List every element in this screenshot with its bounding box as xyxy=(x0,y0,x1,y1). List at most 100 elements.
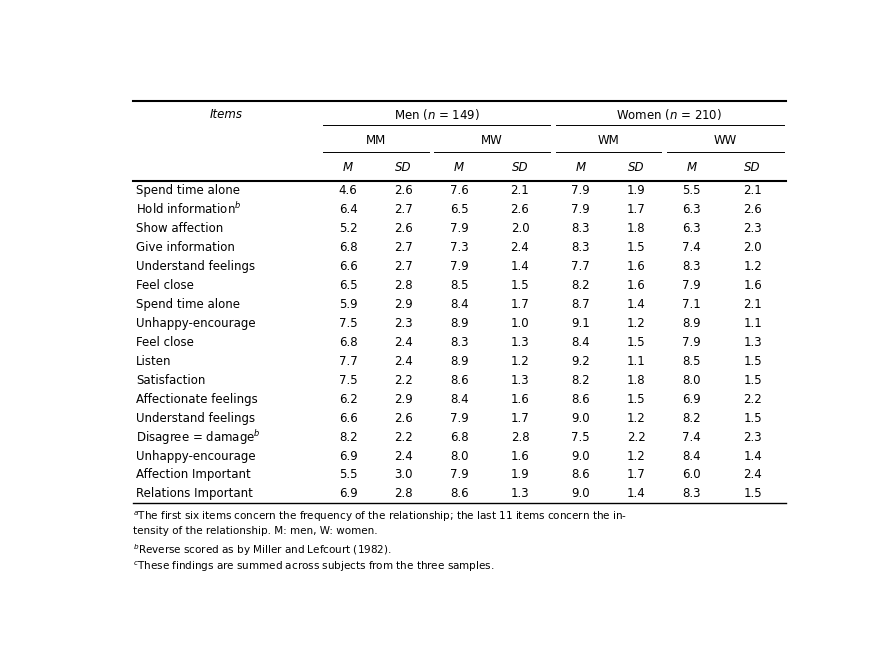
Text: 1.0: 1.0 xyxy=(511,317,530,330)
Text: Women ($n$ = 210): Women ($n$ = 210) xyxy=(616,107,722,122)
Text: 8.0: 8.0 xyxy=(683,374,701,387)
Text: 1.6: 1.6 xyxy=(511,393,530,405)
Text: Satisfaction: Satisfaction xyxy=(136,374,206,387)
Text: 2.8: 2.8 xyxy=(511,431,530,444)
Text: $^c$These findings are summed across subjects from the three samples.: $^c$These findings are summed across sub… xyxy=(133,559,495,574)
Text: 1.9: 1.9 xyxy=(627,184,646,197)
Text: 2.6: 2.6 xyxy=(394,222,413,235)
Text: 6.2: 6.2 xyxy=(339,393,358,405)
Text: 8.3: 8.3 xyxy=(450,336,469,348)
Text: 8.4: 8.4 xyxy=(450,393,469,405)
Text: 7.4: 7.4 xyxy=(683,431,702,444)
Text: 2.8: 2.8 xyxy=(394,279,413,292)
Text: 8.7: 8.7 xyxy=(572,297,590,311)
Text: 1.8: 1.8 xyxy=(627,374,646,387)
Text: Listen: Listen xyxy=(136,354,172,368)
Text: 2.6: 2.6 xyxy=(394,184,413,197)
Text: Items: Items xyxy=(210,108,243,121)
Text: 6.5: 6.5 xyxy=(339,279,358,292)
Text: 2.0: 2.0 xyxy=(511,222,530,235)
Text: 1.7: 1.7 xyxy=(627,468,646,482)
Text: 7.6: 7.6 xyxy=(450,184,469,197)
Text: Feel close: Feel close xyxy=(136,279,194,292)
Text: 2.7: 2.7 xyxy=(394,260,413,273)
Text: SD: SD xyxy=(395,161,412,174)
Text: 6.5: 6.5 xyxy=(450,203,469,216)
Text: 7.7: 7.7 xyxy=(339,354,358,368)
Text: 8.3: 8.3 xyxy=(572,222,590,235)
Text: MM: MM xyxy=(366,134,386,147)
Text: 6.3: 6.3 xyxy=(683,203,702,216)
Text: 7.5: 7.5 xyxy=(572,431,590,444)
Text: 6.8: 6.8 xyxy=(339,336,358,348)
Text: 4.6: 4.6 xyxy=(339,184,358,197)
Text: 1.4: 1.4 xyxy=(627,297,646,311)
Text: 8.0: 8.0 xyxy=(450,450,469,462)
Text: 8.2: 8.2 xyxy=(572,279,590,292)
Text: Men ($n$ = 149): Men ($n$ = 149) xyxy=(393,107,479,122)
Text: 7.7: 7.7 xyxy=(572,260,590,273)
Text: 1.5: 1.5 xyxy=(744,411,762,425)
Text: 9.0: 9.0 xyxy=(572,450,590,462)
Text: 7.9: 7.9 xyxy=(450,222,469,235)
Text: 9.1: 9.1 xyxy=(572,317,590,330)
Text: 7.9: 7.9 xyxy=(572,184,590,197)
Text: 2.4: 2.4 xyxy=(743,468,762,482)
Text: Spend time alone: Spend time alone xyxy=(136,184,240,197)
Text: 8.2: 8.2 xyxy=(683,411,702,425)
Text: 5.9: 5.9 xyxy=(339,297,358,311)
Text: Unhappy-encourage: Unhappy-encourage xyxy=(136,317,256,330)
Text: SD: SD xyxy=(745,161,761,174)
Text: WW: WW xyxy=(713,134,737,147)
Text: Spend time alone: Spend time alone xyxy=(136,297,240,311)
Text: 1.5: 1.5 xyxy=(627,393,646,405)
Text: WM: WM xyxy=(598,134,619,147)
Text: 8.3: 8.3 xyxy=(683,488,701,500)
Text: Relations Important: Relations Important xyxy=(136,488,254,500)
Text: 2.9: 2.9 xyxy=(394,297,413,311)
Text: 2.0: 2.0 xyxy=(744,241,762,254)
Text: 1.3: 1.3 xyxy=(511,488,530,500)
Text: 1.1: 1.1 xyxy=(627,354,646,368)
Text: 6.9: 6.9 xyxy=(683,393,702,405)
Text: 2.4: 2.4 xyxy=(511,241,530,254)
Text: 6.6: 6.6 xyxy=(339,411,358,425)
Text: 7.5: 7.5 xyxy=(339,374,358,387)
Text: 6.3: 6.3 xyxy=(683,222,702,235)
Text: 6.9: 6.9 xyxy=(339,450,358,462)
Text: 2.9: 2.9 xyxy=(394,393,413,405)
Text: Disagree = damage$^b$: Disagree = damage$^b$ xyxy=(136,427,261,446)
Text: 7.9: 7.9 xyxy=(683,279,702,292)
Text: 8.9: 8.9 xyxy=(683,317,702,330)
Text: Understand feelings: Understand feelings xyxy=(136,411,255,425)
Text: 1.4: 1.4 xyxy=(511,260,530,273)
Text: 1.3: 1.3 xyxy=(511,336,530,348)
Text: 7.9: 7.9 xyxy=(450,260,469,273)
Text: 8.4: 8.4 xyxy=(683,450,702,462)
Text: Unhappy-encourage: Unhappy-encourage xyxy=(136,450,256,462)
Text: 1.5: 1.5 xyxy=(627,241,646,254)
Text: 8.9: 8.9 xyxy=(450,317,469,330)
Text: $^b$Reverse scored as by Miller and Lefcourt (1982).: $^b$Reverse scored as by Miller and Lefc… xyxy=(133,543,392,559)
Text: M: M xyxy=(575,161,586,174)
Text: 8.5: 8.5 xyxy=(683,354,701,368)
Text: 5.5: 5.5 xyxy=(339,468,358,482)
Text: 1.5: 1.5 xyxy=(744,374,762,387)
Text: 7.9: 7.9 xyxy=(572,203,590,216)
Text: 8.3: 8.3 xyxy=(572,241,590,254)
Text: Understand feelings: Understand feelings xyxy=(136,260,255,273)
Text: 2.2: 2.2 xyxy=(627,431,646,444)
Text: 8.9: 8.9 xyxy=(450,354,469,368)
Text: 2.4: 2.4 xyxy=(394,336,413,348)
Text: 1.9: 1.9 xyxy=(511,468,530,482)
Text: 7.5: 7.5 xyxy=(339,317,358,330)
Text: 8.6: 8.6 xyxy=(450,374,469,387)
Text: 8.4: 8.4 xyxy=(450,297,469,311)
Text: 2.1: 2.1 xyxy=(743,297,762,311)
Text: 8.2: 8.2 xyxy=(339,431,358,444)
Text: Affectionate feelings: Affectionate feelings xyxy=(136,393,258,405)
Text: 1.6: 1.6 xyxy=(743,279,762,292)
Text: 8.6: 8.6 xyxy=(572,468,590,482)
Text: 8.5: 8.5 xyxy=(450,279,469,292)
Text: 2.8: 2.8 xyxy=(394,488,413,500)
